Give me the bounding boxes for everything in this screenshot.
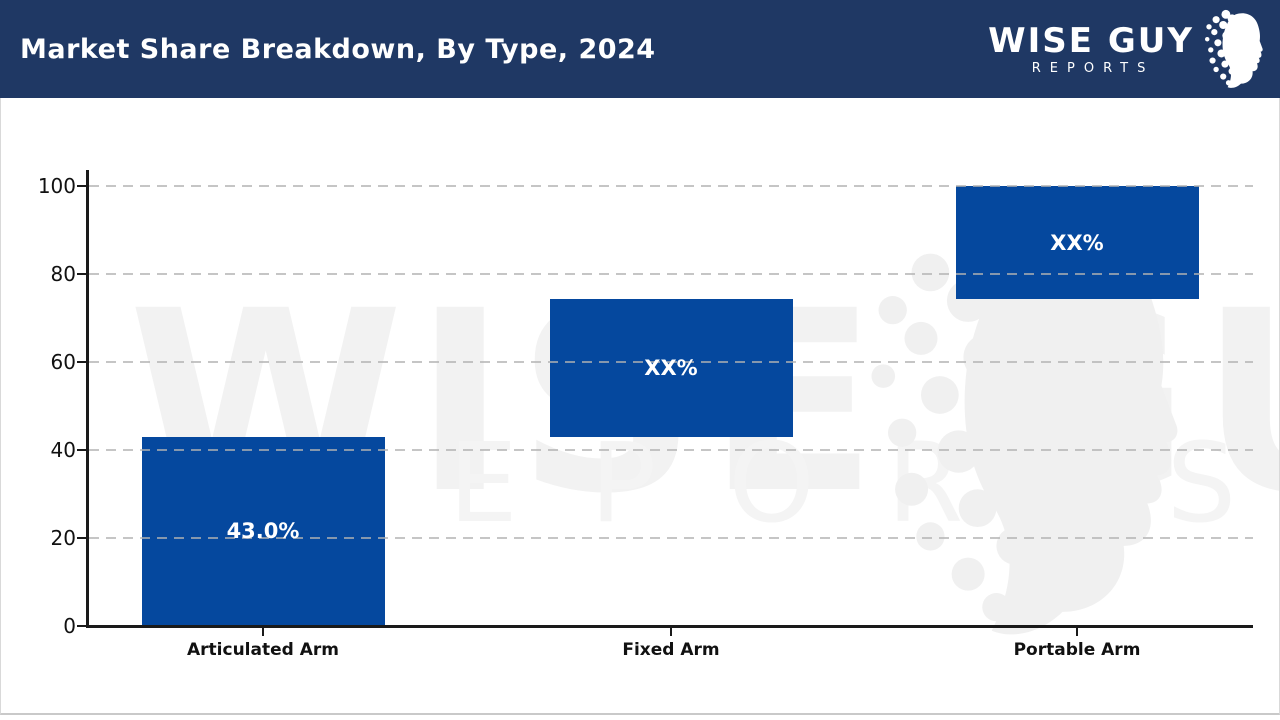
y-tick-mark-100 xyxy=(77,185,87,187)
y-tick-mark-80 xyxy=(77,273,87,275)
y-tick-label-0: 0 xyxy=(63,614,76,638)
y-tick-mark-40 xyxy=(77,449,87,451)
bar-articulated-arm xyxy=(141,436,385,626)
head-profile-dots-icon xyxy=(1205,9,1263,88)
gridline-20 xyxy=(89,537,1253,539)
logo-text: WISE GUY REPORTS xyxy=(988,24,1194,75)
x-tick-label-fixed-arm: Fixed Arm xyxy=(622,640,720,660)
bar-portable-arm xyxy=(955,186,1199,300)
x-tick-mark xyxy=(670,628,672,636)
y-tick-label-100: 100 xyxy=(37,174,76,198)
y-tick-label-80: 80 xyxy=(50,262,76,286)
gridline-60 xyxy=(89,361,1253,363)
bar-value-label: 43.0% xyxy=(226,519,300,544)
x-tick-mark xyxy=(1076,628,1078,636)
gridline-100 xyxy=(89,185,1253,187)
x-tick-label-articulated-arm: Articulated Arm xyxy=(187,640,339,660)
gridline-80 xyxy=(89,273,1253,275)
x-tick-label-portable-arm: Portable Arm xyxy=(1013,640,1141,660)
bar-value-label: XX% xyxy=(644,355,698,380)
header: Market Share Breakdown, By Type, 2024 WI… xyxy=(0,0,1280,98)
page-title: Market Share Breakdown, By Type, 2024 xyxy=(20,33,656,65)
logo-subtitle: REPORTS xyxy=(1031,60,1155,76)
wise-guy-reports-logo: WISE GUY REPORTS xyxy=(988,8,1266,90)
x-axis-line xyxy=(86,625,1253,628)
y-tick-label-60: 60 xyxy=(50,350,76,374)
y-axis-line xyxy=(86,170,89,628)
bar-fixed-arm xyxy=(549,299,793,437)
bar-value-label: XX% xyxy=(1050,230,1104,255)
y-tick-label-40: 40 xyxy=(50,438,76,462)
y-tick-label-20: 20 xyxy=(50,526,76,550)
y-tick-mark-0 xyxy=(77,625,87,627)
y-tick-mark-20 xyxy=(77,537,87,539)
x-tick-mark xyxy=(262,628,264,636)
gridline-40 xyxy=(89,449,1253,451)
watermark-head-profile-icon xyxy=(871,220,1178,635)
logo-wordmark: WISE GUY xyxy=(988,20,1194,61)
y-tick-mark-60 xyxy=(77,361,87,363)
